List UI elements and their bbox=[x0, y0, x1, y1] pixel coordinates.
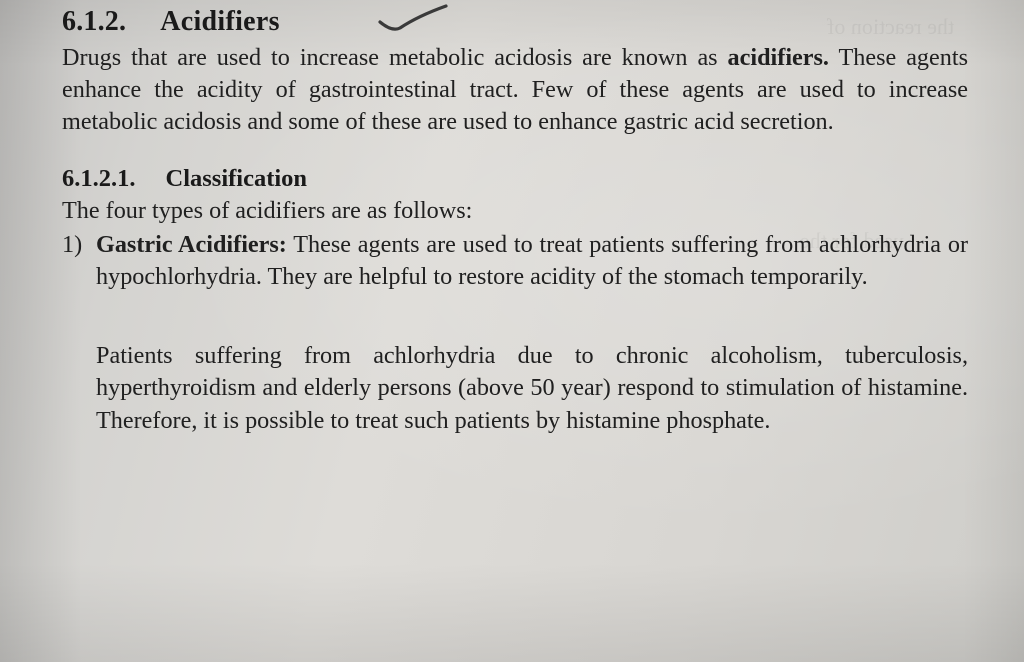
list-item-body: Gastric Acidifiers: These agents are use… bbox=[96, 229, 968, 294]
para-part-1: Drugs that are used to increase metaboli… bbox=[62, 44, 728, 71]
checkmark-icon bbox=[374, 2, 454, 36]
list-item-label: Gastric Acidifiers: bbox=[96, 231, 287, 258]
section-title: Acidifiers bbox=[160, 6, 280, 38]
classification-list: 1) Gastric Acidifiers: These agents are … bbox=[62, 229, 968, 294]
subsection-intro: The four types of acidifiers are as foll… bbox=[62, 195, 968, 227]
followup-paragraph: Patients suffering from achlorhydria due… bbox=[96, 340, 968, 439]
list-item: 1) Gastric Acidifiers: These agents are … bbox=[62, 229, 968, 294]
subsection-title: Classification bbox=[166, 165, 308, 193]
list-item-number: 1) bbox=[62, 229, 96, 261]
para-bold-term: acidifiers. bbox=[728, 44, 829, 71]
section-number: 6.1.2. bbox=[62, 6, 126, 38]
section-paragraph: Drugs that are used to increase metaboli… bbox=[62, 42, 968, 139]
page-content: 6.1.2. Acidifiers Drugs that are used to… bbox=[62, 6, 968, 462]
subsection-heading: 6.1.2.1. Classification bbox=[62, 165, 968, 193]
section-heading: 6.1.2. Acidifiers bbox=[62, 6, 968, 38]
subsection-number: 6.1.2.1. bbox=[62, 165, 136, 193]
